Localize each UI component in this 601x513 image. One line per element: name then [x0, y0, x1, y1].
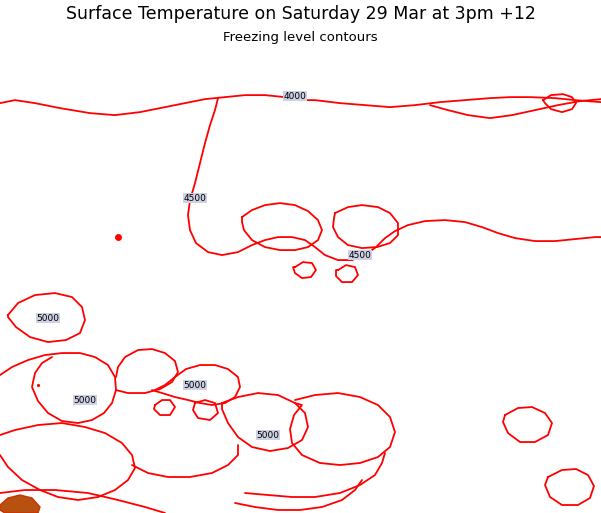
Text: 4500: 4500 [349, 250, 371, 260]
Text: 4000: 4000 [284, 92, 307, 101]
Text: 5000: 5000 [73, 396, 97, 405]
Text: 4500: 4500 [183, 193, 206, 203]
Polygon shape [0, 495, 40, 513]
Text: Freezing level contours: Freezing level contours [223, 30, 378, 44]
Text: 5000: 5000 [183, 381, 207, 389]
Text: 5000: 5000 [257, 430, 279, 440]
Text: 5000: 5000 [37, 313, 59, 323]
Text: Surface Temperature on Saturday 29 Mar at 3pm +12: Surface Temperature on Saturday 29 Mar a… [66, 5, 535, 23]
